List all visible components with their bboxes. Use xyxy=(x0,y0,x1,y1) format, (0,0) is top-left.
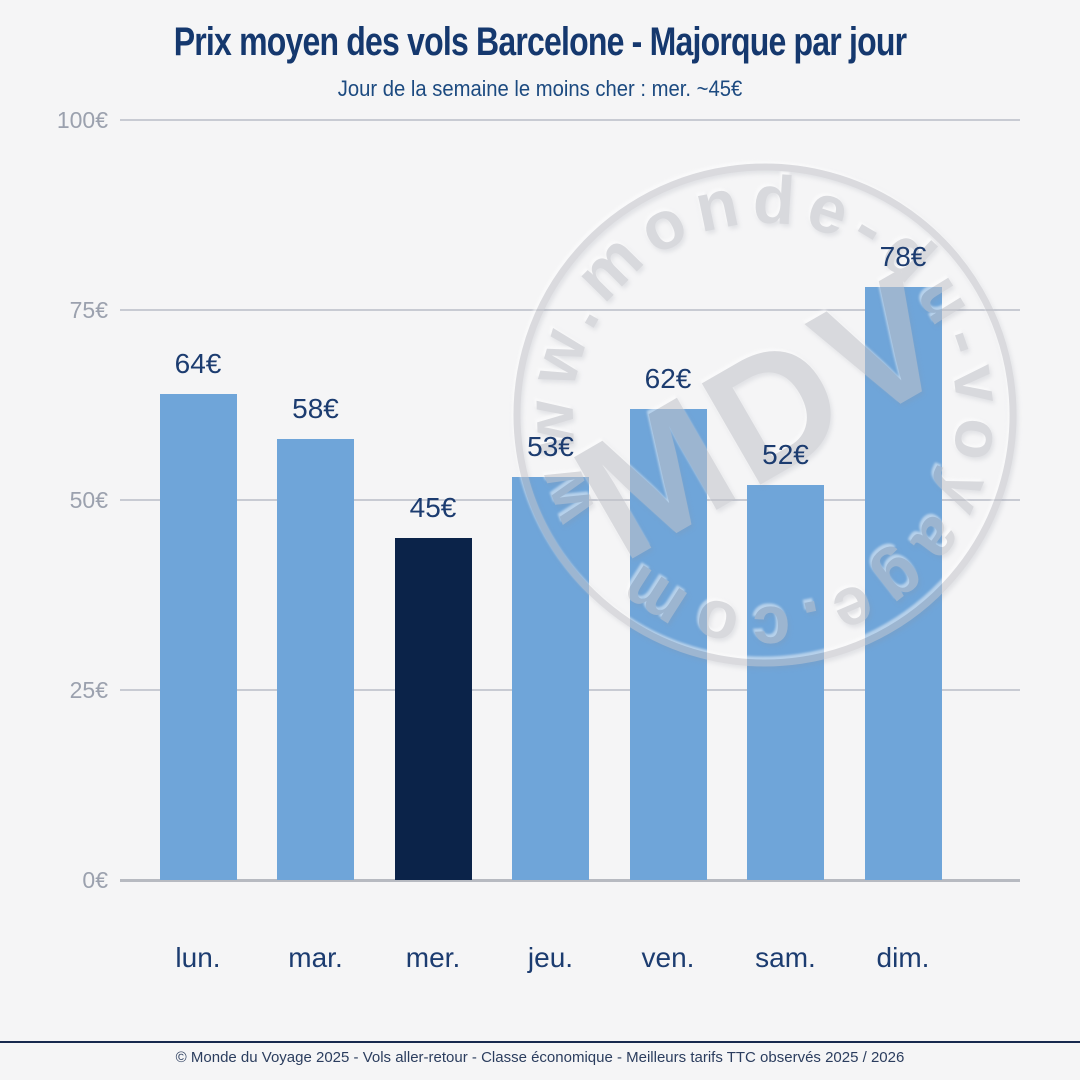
x-axis-label-mer: mer. xyxy=(405,942,461,973)
value-label-dim: 78€ xyxy=(879,241,927,273)
y-axis-label-100: 100€ xyxy=(56,107,108,133)
bar-mer xyxy=(394,538,472,880)
bar-jeu xyxy=(512,477,589,880)
value-label-mar: 58€ xyxy=(292,393,339,425)
value-label-jeu: 53€ xyxy=(527,431,574,463)
y-axis-label-25: 25€ xyxy=(69,677,108,703)
y-axis-label-75: 75€ xyxy=(69,297,108,323)
value-label-lun: 64€ xyxy=(174,347,222,379)
x-axis-line xyxy=(120,879,1020,882)
bar-lun xyxy=(159,393,237,880)
footer-credit-text: © Monde du Voyage 2025 - Vols aller-reto… xyxy=(175,1049,905,1066)
x-axis-label-sam: sam. xyxy=(755,942,816,973)
bar-ven xyxy=(629,408,707,880)
chart-title: Prix moyen des vols Barcelone - Majorque… xyxy=(173,20,907,64)
bar-mar xyxy=(277,439,354,880)
gridline-100 xyxy=(120,119,1020,121)
x-axis-label-ven: ven. xyxy=(641,942,695,973)
x-axis-label-jeu: jeu. xyxy=(527,942,574,973)
footer-divider xyxy=(0,1041,1080,1043)
chart-subtitle: Jour de la semaine le moins cher : mer. … xyxy=(337,76,743,101)
y-axis-label-0: 0€ xyxy=(82,867,108,893)
bar-sam xyxy=(747,484,824,880)
bar-dim xyxy=(864,287,942,880)
x-axis-label-dim: dim. xyxy=(876,942,930,973)
value-label-sam: 52€ xyxy=(762,438,809,470)
value-label-mer: 45€ xyxy=(409,492,457,523)
value-label-ven: 62€ xyxy=(644,362,692,394)
x-axis-label-lun: lun. xyxy=(175,942,221,973)
x-axis-label-mar: mar. xyxy=(288,942,343,973)
y-axis-label-50: 50€ xyxy=(69,487,108,513)
